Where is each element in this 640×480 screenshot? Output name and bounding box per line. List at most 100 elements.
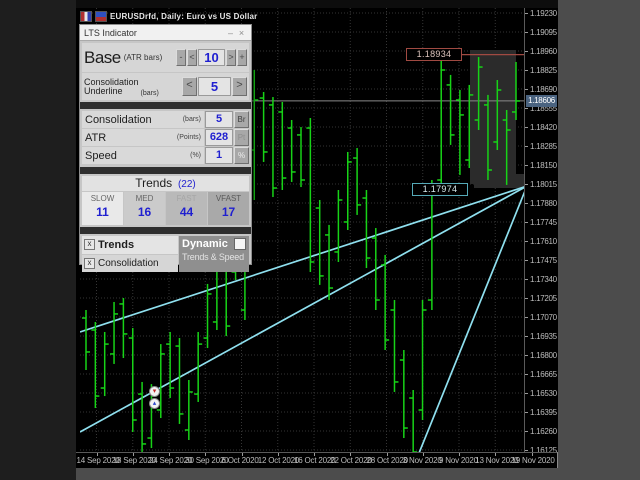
- price-axis-label: 1.16530: [530, 388, 557, 398]
- price-axis-tick: [525, 146, 528, 147]
- price-axis-tick: [525, 32, 528, 33]
- ohlc-bar: [371, 228, 380, 310]
- ohlc-bar: [409, 390, 418, 452]
- chart-window: EURUSDrfd, Daily: Euro vs US Dollar 1.18…: [76, 8, 558, 468]
- pivot-price-tag[interactable]: 1.17974: [412, 183, 468, 197]
- price-axis-label: 1.18285: [530, 141, 557, 151]
- price-axis-label: 1.18960: [530, 46, 557, 56]
- percent-mode-button[interactable]: %: [234, 147, 249, 164]
- trends-toggle-row[interactable]: x Trends: [82, 236, 178, 254]
- price-axis-label: 1.19230: [530, 8, 557, 18]
- points-mode-button[interactable]: Pt: [234, 129, 249, 146]
- panel-close-button[interactable]: ×: [238, 27, 245, 38]
- atr-label: ATR: [85, 131, 107, 144]
- time-axis[interactable]: 14 Sep 2020 18 Sep 2020 24 Sep 2020 30 Sep …: [76, 452, 557, 468]
- underline-decrement-button[interactable]: <: [182, 77, 197, 96]
- price-axis-label: 1.16125: [530, 445, 557, 455]
- time-axis-tick: [205, 453, 207, 456]
- ohlc-bar: [175, 338, 184, 424]
- trend-column-vfast[interactable]: VFAST 17: [208, 192, 249, 225]
- atr-row: ATR (Points) 628 Pt: [82, 129, 249, 146]
- price-axis-tick: [525, 51, 528, 52]
- ohlc-bar: [278, 101, 287, 190]
- price-axis-label: 1.18420: [530, 122, 557, 132]
- price-axis-label: 1.16260: [530, 426, 557, 436]
- chart-plot-area[interactable]: 1.18934 1.17974 ▾ ▴: [80, 8, 524, 452]
- consolidation-unit: (bars): [182, 116, 201, 123]
- speed-label: Speed: [85, 149, 117, 162]
- consolidation-row: Consolidation (bars) 5 Br: [82, 111, 249, 128]
- time-axis-tick: [386, 453, 388, 456]
- base-decrement-fast-button[interactable]: -: [176, 49, 186, 66]
- price-axis-label: 1.17475: [530, 255, 557, 265]
- ohlc-bar: [184, 380, 193, 440]
- price-axis-tick: [525, 222, 528, 223]
- consolidation-underline-label: Consolidation Underline: [84, 76, 139, 96]
- price-axis-tick: [525, 431, 528, 432]
- ohlc-bar: [502, 110, 511, 185]
- trend-column-med[interactable]: MED 16: [124, 192, 165, 225]
- time-axis-label: 13 Nov 2020: [475, 456, 519, 465]
- time-axis-label: 24 Sep 2020: [149, 456, 193, 465]
- panel-minimize-button[interactable]: –: [227, 27, 233, 38]
- bars-mode-button[interactable]: Br: [234, 111, 249, 128]
- chart-svg: [80, 8, 524, 452]
- price-axis-label: 1.18690: [530, 84, 557, 94]
- ohlc-bar: [427, 180, 436, 310]
- ohlc-bar: [334, 190, 343, 262]
- underline-increment-button[interactable]: >: [232, 77, 247, 96]
- price-axis-label: 1.17610: [530, 236, 557, 246]
- price-axis-tick: [525, 336, 528, 337]
- atr-value: 628: [205, 129, 233, 146]
- trend-column-fast[interactable]: FAST 44: [166, 192, 207, 225]
- base-increment-fast-button[interactable]: +: [237, 49, 247, 66]
- price-axis-label: 1.16800: [530, 350, 557, 360]
- ohlc-bar: [306, 118, 315, 272]
- consolidation-value: 5: [205, 111, 233, 128]
- ohlc-bar: [390, 300, 399, 392]
- trend-column-slow[interactable]: SLOW 11: [82, 192, 123, 225]
- price-axis-label: 1.17340: [530, 274, 557, 284]
- dynamic-checkbox[interactable]: [234, 238, 246, 250]
- ohlc-bar: [259, 91, 268, 162]
- time-axis-label: 22 Oct 2020: [330, 456, 372, 465]
- base-increment-button[interactable]: >: [226, 49, 236, 66]
- price-axis-label: 1.17880: [530, 198, 557, 208]
- symbol-flag-icon: [95, 10, 107, 22]
- price-axis-label: 1.16665: [530, 369, 557, 379]
- ohlc-bar: [483, 94, 492, 180]
- ohlc-bar: [455, 90, 464, 175]
- ohlc-bar: [297, 127, 306, 188]
- consolidation-checkbox[interactable]: x: [84, 257, 95, 269]
- ohlc-bar: [399, 350, 408, 439]
- consolidation-underline-row: Consolidation Underline (bars) < 5 >: [82, 73, 249, 100]
- time-axis-tick: [96, 453, 98, 456]
- price-axis[interactable]: 1.18606 1.19230 1.19095 1.18960 1.18825 1.18…: [524, 8, 558, 455]
- chart-title: EURUSDrfd, Daily: Euro vs US Dollar: [110, 11, 258, 21]
- time-axis-tick: [169, 453, 170, 456]
- terminal-background-top: [76, 0, 558, 8]
- trends-checkbox[interactable]: x: [84, 239, 95, 251]
- base-decrement-button[interactable]: <: [187, 49, 197, 66]
- price-axis-tick: [525, 317, 528, 318]
- ohlc-bar: [287, 120, 296, 182]
- consolidation-label: Consolidation: [85, 113, 152, 126]
- ohlc-bar: [91, 321, 100, 409]
- panel-title-bar[interactable]: LTS Indicator – ×: [80, 25, 251, 41]
- ohlc-bar: [353, 148, 362, 215]
- time-axis-label: 16 Oct 2020: [294, 456, 336, 465]
- base-label: Base: [84, 47, 121, 67]
- ohlc-bar: [315, 200, 324, 285]
- ohlc-bar: [512, 61, 521, 120]
- high-price-tag[interactable]: 1.18934: [406, 48, 462, 62]
- consolidation-toggle-label: Consolidation: [98, 257, 159, 269]
- consolidation-toggle-row[interactable]: x Consolidation: [82, 254, 178, 272]
- speed-value: 1: [205, 147, 233, 164]
- base-unit: (ATR bars): [123, 53, 163, 62]
- toggles-section: x Trends x Consolidation Dynamic Trends …: [80, 234, 251, 274]
- dynamic-box: Dynamic Trends & Speed: [179, 236, 249, 272]
- ohlc-bar: [128, 328, 137, 432]
- ohlc-bar: [119, 298, 128, 359]
- time-axis-tick: [531, 453, 533, 456]
- consolidation-underline-unit: (bars): [140, 90, 159, 97]
